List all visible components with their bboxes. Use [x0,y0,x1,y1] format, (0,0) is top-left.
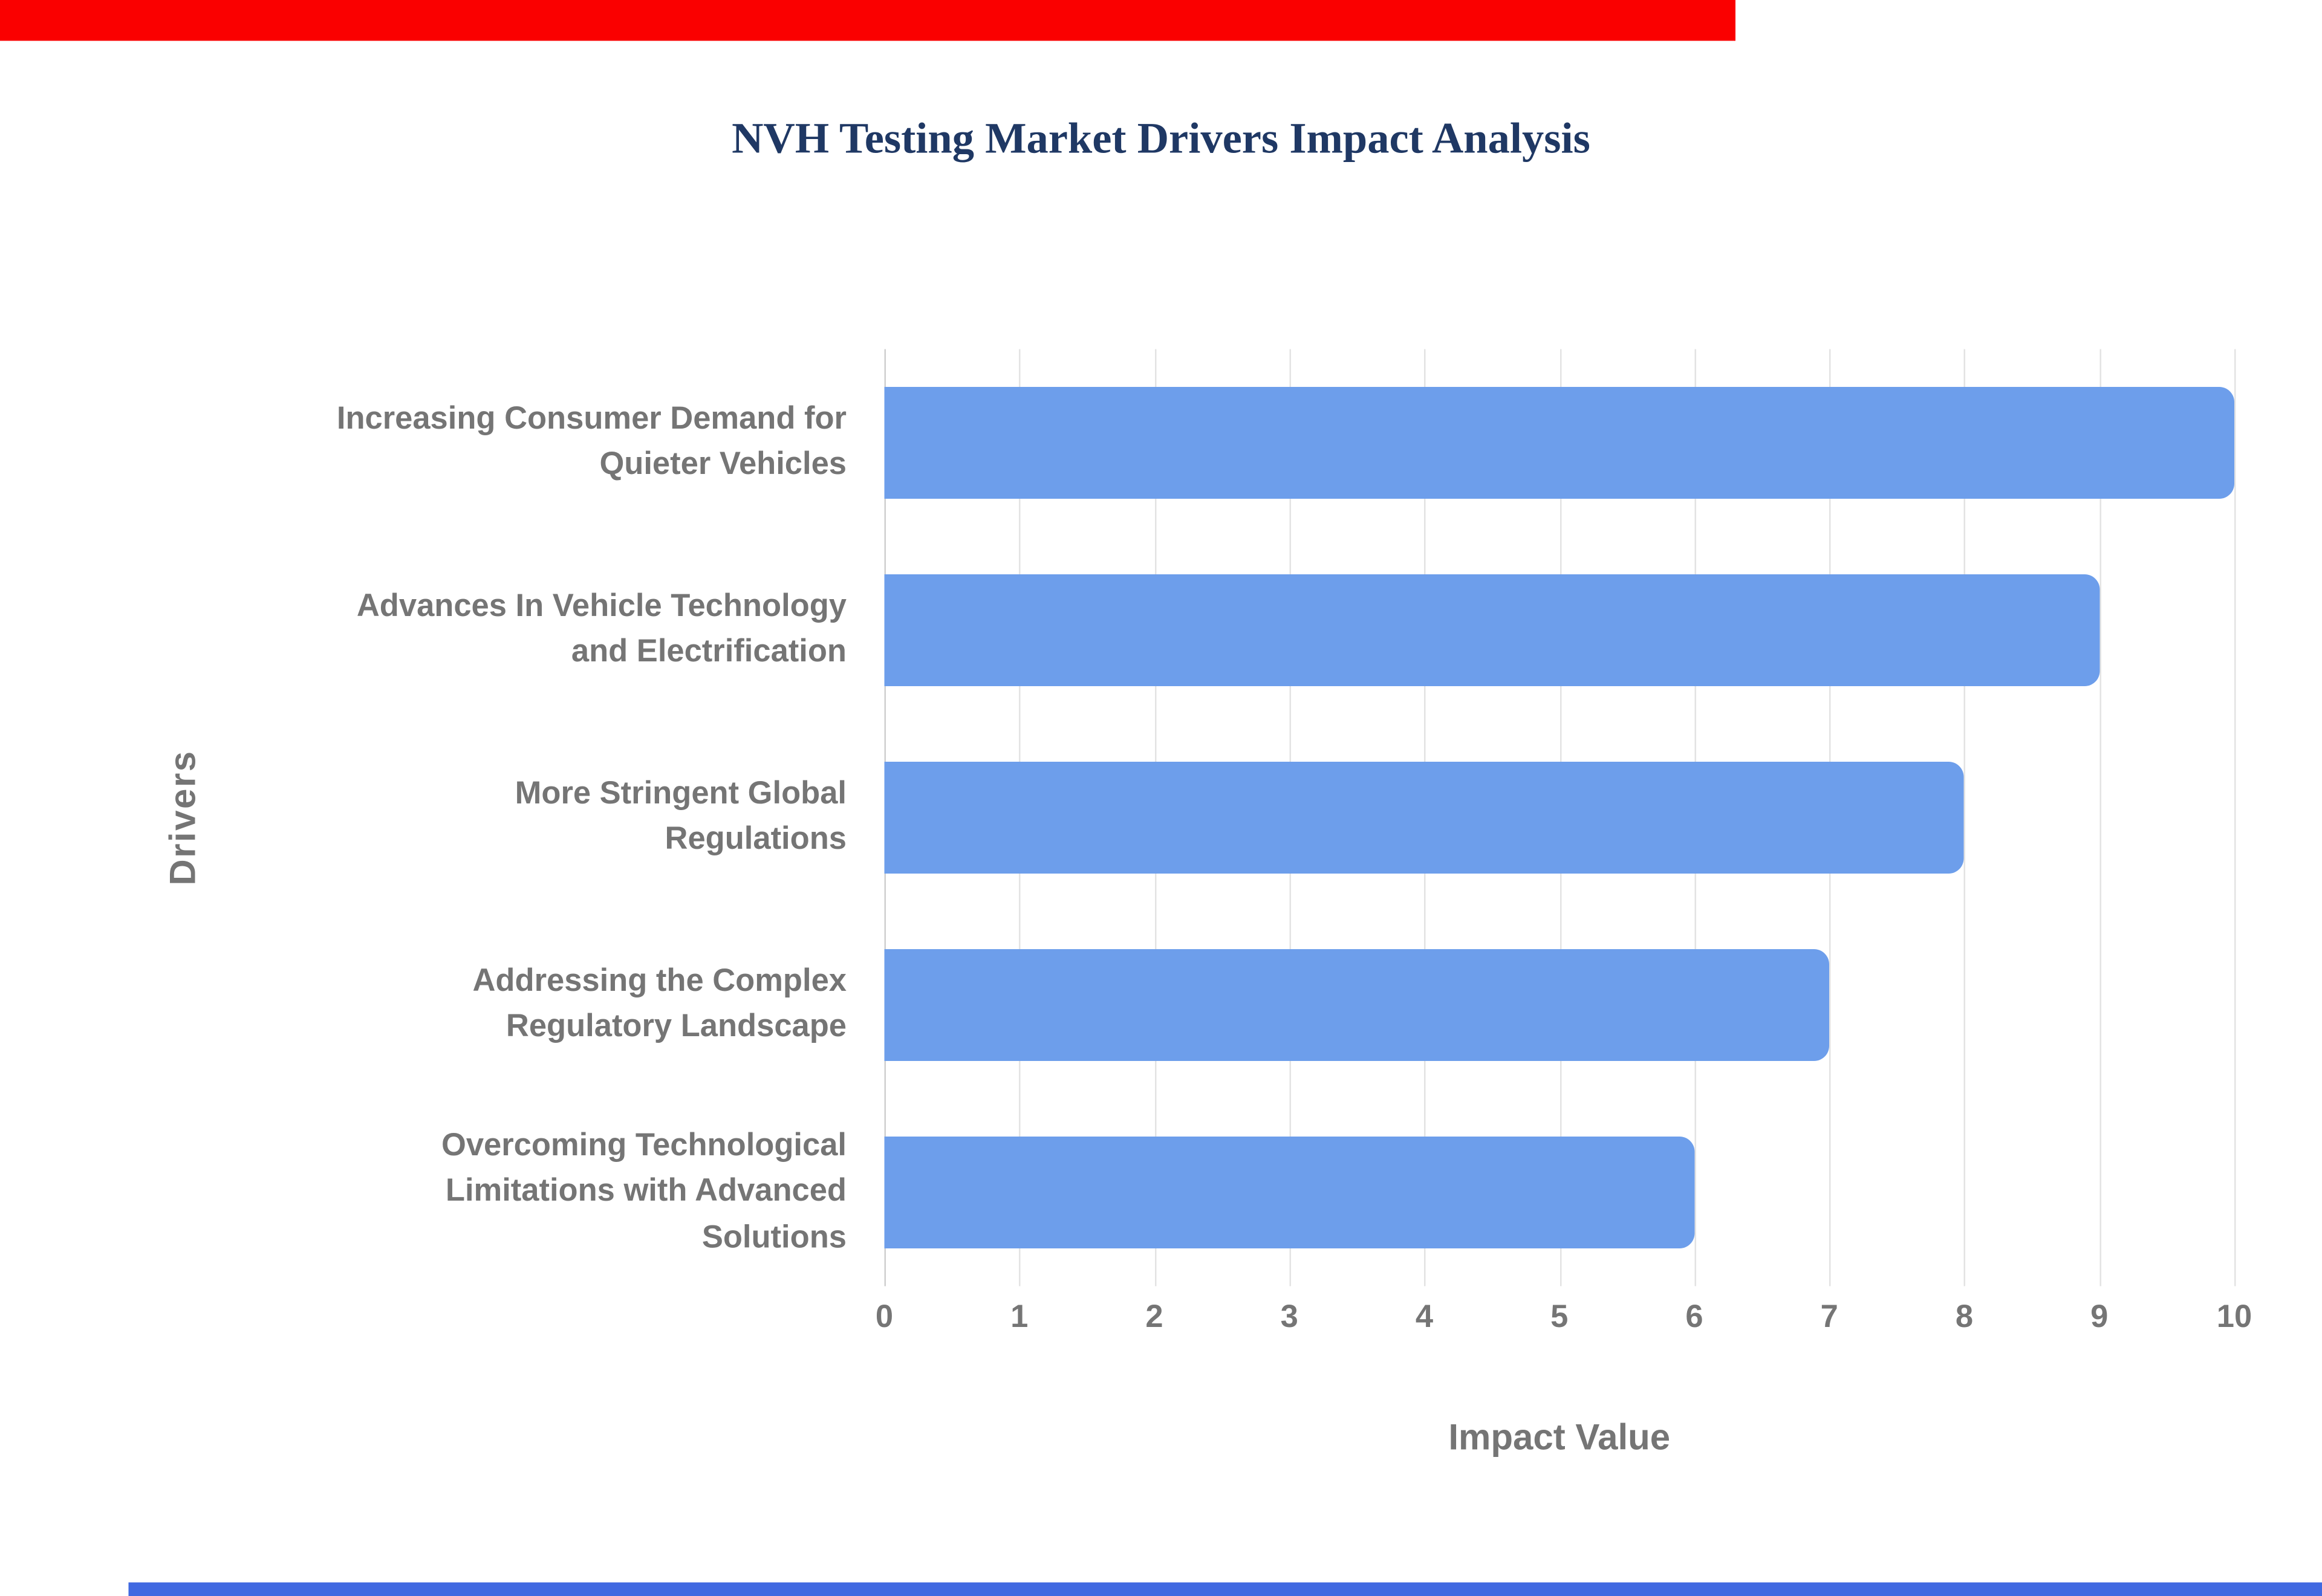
y-category-label: Addressing the Complex Regulatory Landsc… [472,963,847,1045]
y-category-label: Increasing Consumer Demand for Quieter V… [336,401,847,482]
x-tick-label: 7 [1820,1300,1838,1335]
bar-5[interactable] [884,1137,1694,1248]
bar-4[interactable] [884,949,1830,1061]
x-tick-label: 5 [1550,1300,1569,1335]
gridline [2234,349,2236,1286]
bottom-blue-strip [128,1582,2322,1596]
x-axis-ticks: 0 1 2 3 4 5 6 7 8 9 10 [876,1300,2252,1345]
bar-2[interactable] [884,574,2099,686]
x-tick-label: 10 [2216,1300,2252,1335]
y-category-label: Overcoming Technological Limitations wit… [441,1127,847,1255]
x-tick-label: 4 [1415,1300,1434,1335]
y-axis-labels: Increasing Consumer Demand for Quieter V… [0,349,847,1286]
bar-3[interactable] [884,762,1965,874]
x-tick-label: 9 [2090,1300,2109,1335]
gridline [2099,349,2101,1286]
x-tick-label: 1 [1010,1300,1029,1335]
x-tick-label: 6 [1685,1300,1703,1335]
x-tick-label: 8 [1955,1300,1974,1335]
y-category-label: Advances In Vehicle Technology and Elect… [356,588,847,670]
top-red-strip [0,0,1735,41]
x-axis-title: Impact Value [1448,1418,1671,1459]
gridline [1964,349,1966,1286]
chart-title: NVH Testing Market Drivers Impact Analys… [732,115,1590,163]
x-tick-label: 3 [1280,1300,1298,1335]
y-category-label: More Stringent Global Regulations [515,776,847,857]
x-tick-label: 0 [875,1300,894,1335]
x-tick-label: 2 [1145,1300,1163,1335]
plot-area [884,349,2236,1286]
bar-1[interactable] [884,387,2234,499]
